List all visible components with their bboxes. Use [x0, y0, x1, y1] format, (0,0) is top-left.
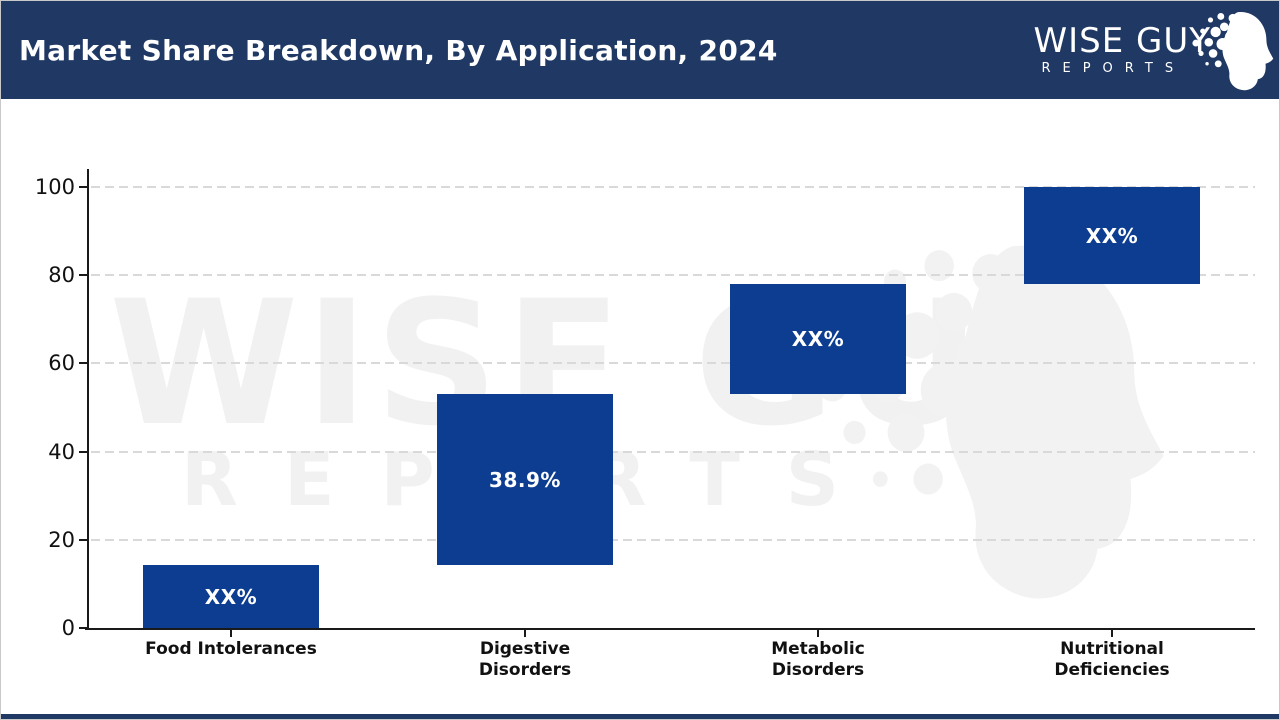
y-axis-tick-label: 40: [48, 439, 75, 464]
gridline-80: [91, 274, 1255, 277]
bar-value-label: XX%: [204, 584, 258, 609]
y-axis-line: [87, 169, 89, 630]
bar-value-label: XX%: [1085, 223, 1139, 248]
y-axis-tick: [79, 450, 87, 453]
bar-value-label: 38.9%: [489, 467, 561, 492]
wise-guy-logo: WISE GUY REPORTS: [1033, 5, 1275, 93]
y-axis-tick-label: 20: [48, 527, 75, 552]
logo-wordmark-line2: REPORTS: [1041, 61, 1186, 76]
gridline-60: [91, 362, 1255, 365]
y-axis-tick-label: 100: [34, 175, 75, 199]
x-axis-tick: [1111, 630, 1113, 637]
chart-bar: XX%: [730, 284, 906, 394]
y-axis-tick: [79, 362, 87, 365]
chart-bar: XX%: [143, 565, 319, 628]
x-axis-tick: [230, 630, 232, 637]
gridline-100: [91, 186, 1255, 188]
gridline-20: [91, 538, 1255, 541]
y-axis-tick: [79, 538, 87, 541]
x-axis-tick: [524, 630, 526, 637]
footer-bar: [1, 714, 1279, 719]
logo-wordmark-line1: WISE GUY: [1033, 21, 1211, 61]
x-axis-tick: [817, 630, 819, 637]
face-profile-logo-icon: [1192, 12, 1274, 91]
chart-bar: XX%: [1024, 187, 1200, 285]
x-axis-category-label: Digestive Disorders: [478, 639, 572, 680]
y-axis-tick: [79, 186, 87, 188]
x-axis-category-label: Metabolic Disorders: [771, 639, 865, 680]
bar-value-label: XX%: [791, 327, 845, 352]
y-axis-tick: [79, 274, 87, 277]
y-axis-tick-label: 0: [61, 616, 75, 640]
x-axis-category-label: Food Intolerances: [145, 639, 317, 659]
y-axis-tick: [79, 627, 87, 629]
y-axis-tick-label: 60: [48, 351, 75, 376]
header-bar: Market Share Breakdown, By Application, …: [1, 1, 1279, 99]
gridline-40: [91, 450, 1255, 453]
chart-title: Market Share Breakdown, By Application, …: [19, 33, 778, 67]
chart-bar: 38.9%: [437, 393, 613, 566]
logo-wordmark: WISE GUY REPORTS: [1033, 22, 1211, 76]
x-axis-category-label: Nutritional Deficiencies: [1054, 639, 1170, 680]
y-axis-tick-label: 80: [48, 263, 75, 288]
x-axis-line: [85, 628, 1255, 630]
